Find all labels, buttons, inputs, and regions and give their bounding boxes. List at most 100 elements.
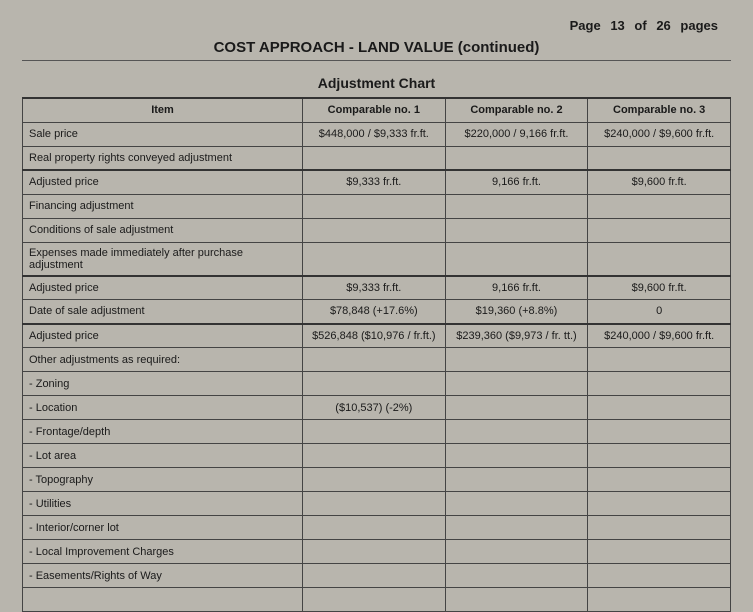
- table-row: Adjusted price$9,333 fr.ft.9,166 fr.ft.$…: [23, 276, 731, 300]
- row-comp1: [303, 348, 446, 372]
- row-label: Adjusted price: [23, 170, 303, 194]
- row-comp2: [445, 492, 588, 516]
- row-label: - Easements/Rights of Way: [23, 564, 303, 588]
- row-comp2: [445, 420, 588, 444]
- row-comp3: [588, 242, 731, 276]
- row-label: - Lot area: [23, 444, 303, 468]
- row-label: - Utilities: [23, 492, 303, 516]
- row-comp2: 9,166 fr.ft.: [445, 170, 588, 194]
- table-row: - Zoning: [23, 372, 731, 396]
- page-indicator: Page 13 of 26 pages: [22, 18, 731, 33]
- col-comp1: Comparable no. 1: [303, 98, 446, 122]
- table-row: Adjusted price$9,333 fr.ft.9,166 fr.ft.$…: [23, 170, 731, 194]
- table-row: - Lot area: [23, 444, 731, 468]
- row-comp3: [588, 588, 731, 612]
- row-comp1: [303, 242, 446, 276]
- row-label: Sale price: [23, 122, 303, 146]
- row-comp3: [588, 396, 731, 420]
- row-comp1: [303, 444, 446, 468]
- row-label: Financing adjustment: [23, 194, 303, 218]
- col-comp2: Comparable no. 2: [445, 98, 588, 122]
- col-item: Item: [23, 98, 303, 122]
- row-comp1: $526,848 ($10,976 / fr.ft.): [303, 324, 446, 348]
- row-comp2: [445, 444, 588, 468]
- row-label: - Local Improvement Charges: [23, 540, 303, 564]
- page-suffix: pages: [680, 18, 718, 33]
- row-label: Conditions of sale adjustment: [23, 218, 303, 242]
- row-comp2: [445, 218, 588, 242]
- row-comp1: [303, 218, 446, 242]
- row-comp3: [588, 420, 731, 444]
- row-comp3: $9,600 fr.ft.: [588, 276, 731, 300]
- page-total: 26: [656, 18, 670, 33]
- row-label: - Interior/corner lot: [23, 516, 303, 540]
- table-row: Sale price$448,000 / $9,333 fr.ft.$220,0…: [23, 122, 731, 146]
- row-comp2: 9,166 fr.ft.: [445, 276, 588, 300]
- row-label: Expenses made immediately after purchase…: [23, 242, 303, 276]
- table-row: - Easements/Rights of Way: [23, 564, 731, 588]
- row-comp2: [445, 242, 588, 276]
- row-comp3: [588, 516, 731, 540]
- row-comp3: [588, 218, 731, 242]
- table-row: - Local Improvement Charges: [23, 540, 731, 564]
- row-comp2: [445, 372, 588, 396]
- row-comp1: $9,333 fr.ft.: [303, 276, 446, 300]
- row-comp1: ($10,537) (-2%): [303, 396, 446, 420]
- row-comp3: $240,000 / $9,600 fr.ft.: [588, 122, 731, 146]
- table-row: - Location($10,537) (-2%): [23, 396, 731, 420]
- row-comp1: $9,333 fr.ft.: [303, 170, 446, 194]
- row-comp3: [588, 564, 731, 588]
- row-comp2: [445, 146, 588, 170]
- row-comp2: [445, 468, 588, 492]
- row-comp1: $78,848 (+17.6%): [303, 300, 446, 324]
- row-comp3: [588, 348, 731, 372]
- row-comp3: $240,000 / $9,600 fr.ft.: [588, 324, 731, 348]
- row-comp3: [588, 146, 731, 170]
- row-comp2: [445, 516, 588, 540]
- table-row: Expenses made immediately after purchase…: [23, 242, 731, 276]
- table-row: - Utilities: [23, 492, 731, 516]
- table-row: Date of sale adjustment$78,848 (+17.6%)$…: [23, 300, 731, 324]
- table-row: Conditions of sale adjustment: [23, 218, 731, 242]
- row-comp2: $220,000 / 9,166 fr.ft.: [445, 122, 588, 146]
- table-row: - Topography: [23, 468, 731, 492]
- row-comp3: [588, 372, 731, 396]
- table-row: Financing adjustment: [23, 194, 731, 218]
- table-row: - Interior/corner lot: [23, 516, 731, 540]
- row-comp2: [445, 348, 588, 372]
- page-of: of: [634, 18, 646, 33]
- row-comp2: $19,360 (+8.8%): [445, 300, 588, 324]
- row-comp1: [303, 194, 446, 218]
- row-comp1: [303, 564, 446, 588]
- row-label: [23, 588, 303, 612]
- table-row: [23, 588, 731, 612]
- row-comp1: [303, 492, 446, 516]
- table-row: Other adjustments as required:: [23, 348, 731, 372]
- chart-title: Adjustment Chart: [22, 75, 731, 91]
- table-row: Adjusted price$526,848 ($10,976 / fr.ft.…: [23, 324, 731, 348]
- row-comp1: [303, 540, 446, 564]
- row-label: - Location: [23, 396, 303, 420]
- row-comp3: $9,600 fr.ft.: [588, 170, 731, 194]
- row-comp2: [445, 540, 588, 564]
- col-comp3: Comparable no. 3: [588, 98, 731, 122]
- divider: [22, 60, 731, 61]
- row-comp3: [588, 540, 731, 564]
- page-title: COST APPROACH - LAND VALUE (continued): [22, 39, 731, 56]
- row-label: - Zoning: [23, 372, 303, 396]
- row-label: Adjusted price: [23, 276, 303, 300]
- row-comp1: [303, 588, 446, 612]
- row-comp3: [588, 194, 731, 218]
- table-header: Item Comparable no. 1 Comparable no. 2 C…: [23, 98, 731, 122]
- row-comp1: $448,000 / $9,333 fr.ft.: [303, 122, 446, 146]
- row-comp3: [588, 492, 731, 516]
- page-prefix: Page: [570, 18, 601, 33]
- row-label: Date of sale adjustment: [23, 300, 303, 324]
- adjustment-table: Item Comparable no. 1 Comparable no. 2 C…: [22, 97, 731, 612]
- row-comp1: [303, 146, 446, 170]
- row-comp3: [588, 444, 731, 468]
- row-comp2: $239,360 ($9,973 / fr. tt.): [445, 324, 588, 348]
- table-body: Sale price$448,000 / $9,333 fr.ft.$220,0…: [23, 122, 731, 612]
- row-comp3: [588, 468, 731, 492]
- row-comp2: [445, 396, 588, 420]
